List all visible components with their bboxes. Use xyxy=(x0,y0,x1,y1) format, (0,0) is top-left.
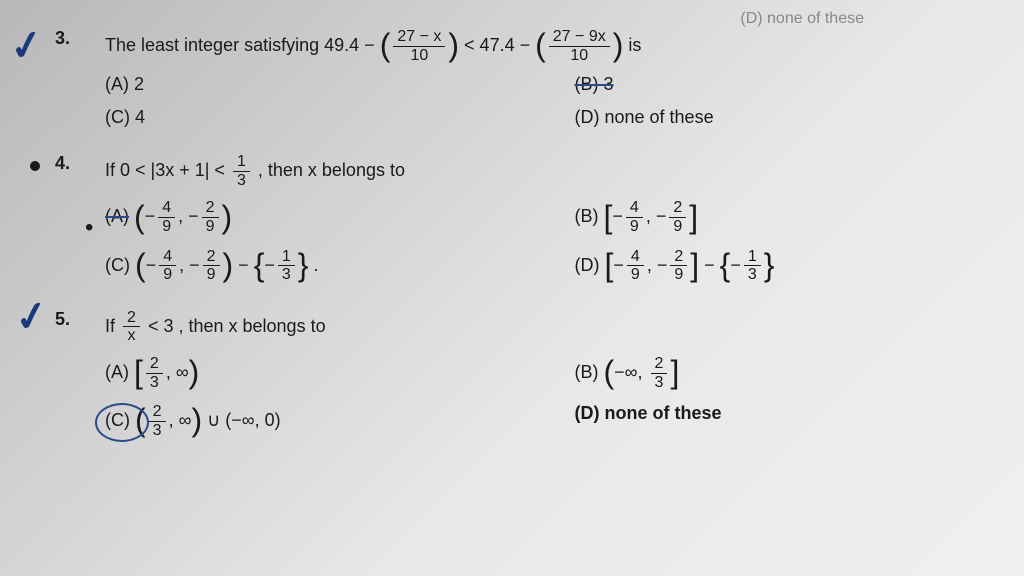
q3-opt-b: (B) 3 xyxy=(575,74,985,95)
q3-suffix: is xyxy=(628,35,641,55)
q4-prefix: If 0 < |3x + 1| < xyxy=(105,160,225,180)
q3-opt-a: (A) 2 xyxy=(105,74,515,95)
q5-text: If 2x < 3 , then x belongs to xyxy=(105,309,984,345)
paren-left: ( xyxy=(380,33,391,59)
q5-opt-b: (B) (−∞, 23] xyxy=(575,355,985,391)
q3-mid: < 47.4 − xyxy=(464,35,530,55)
paren-right: ) xyxy=(448,33,459,59)
q4-text: If 0 < |3x + 1| < 13 , then x belongs to xyxy=(105,153,984,189)
checkmark-icon: ✓ xyxy=(6,20,47,71)
checkmark-icon: ✓ xyxy=(11,291,52,342)
q3-frac2: 27 − 9x10 xyxy=(549,28,610,64)
q3-frac1: 27 − x10 xyxy=(393,28,445,64)
question-4: 4. If 0 < |3x + 1| < 13 , then x belongs… xyxy=(60,153,984,284)
q4-opt-c: (C) (−49, −29) − {−13} . xyxy=(105,248,515,284)
q3-opt-d: (D) none of these xyxy=(575,107,985,128)
q3-text: The least integer satisfying 49.4 − (27 … xyxy=(105,28,984,64)
question-5: ✓ 5. If 2x < 3 , then x belongs to (A) [… xyxy=(60,309,984,440)
q4-options: (A) (−49, −29) • (B) [−49, −29] (C) (−49… xyxy=(105,199,984,283)
paren-left: ( xyxy=(535,33,546,59)
page-content: (D) none of these ✓ 3. The least integer… xyxy=(0,0,1024,484)
q4-number: 4. xyxy=(55,153,70,174)
q5-opt-d: (D) none of these xyxy=(575,403,985,439)
q5-prefix: If xyxy=(105,316,115,336)
q4-opt-a: (A) (−49, −29) • xyxy=(105,199,515,235)
q5-opt-a: (A) [23, ∞) xyxy=(105,355,515,391)
q4-suffix: , then x belongs to xyxy=(258,160,405,180)
q3-options: (A) 2 (B) 3 (C) 4 (D) none of these xyxy=(105,74,984,128)
q4-frac: 13 xyxy=(233,153,250,189)
dot-icon: • xyxy=(85,214,93,242)
q4-opt-b: (B) [−49, −29] xyxy=(575,199,985,235)
question-3: ✓ 3. The least integer satisfying 49.4 −… xyxy=(60,28,984,128)
q5-opt-c: (C) (23, ∞) ∪ (−∞, 0) xyxy=(105,403,515,439)
dot-icon xyxy=(30,161,40,171)
partial-option-d-top: (D) none of these xyxy=(60,10,984,28)
q3-number: 3. xyxy=(55,28,70,49)
q5-suffix: < 3 , then x belongs to xyxy=(148,316,326,336)
paren-right: ) xyxy=(613,33,624,59)
q5-options: (A) [23, ∞) (B) (−∞, 23] (C) (23, ∞) ∪ (… xyxy=(105,355,984,439)
q3-opt-c: (C) 4 xyxy=(105,107,515,128)
q5-number: 5. xyxy=(55,309,70,330)
q5-frac: 2x xyxy=(123,309,140,345)
q3-prefix: The least integer satisfying 49.4 − xyxy=(105,35,375,55)
q4-opt-d: (D) [−49, −29] − {−13} xyxy=(575,248,985,284)
